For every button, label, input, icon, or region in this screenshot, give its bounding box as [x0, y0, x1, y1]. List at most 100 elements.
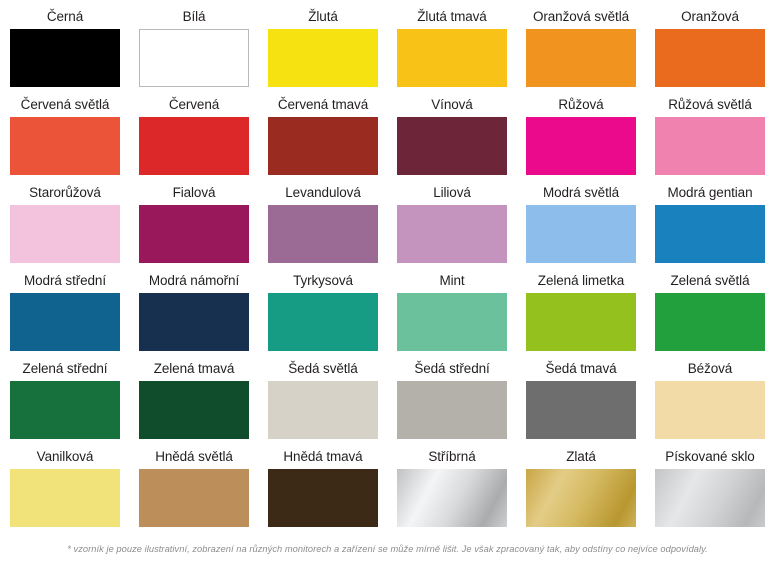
swatch-cell[interactable]: Modrá světlá	[526, 181, 636, 269]
swatch-label: Béžová	[687, 361, 733, 376]
swatch-cell[interactable]: Žlutá	[268, 5, 378, 93]
swatch-chip[interactable]	[139, 293, 249, 351]
swatch-chip[interactable]	[139, 117, 249, 175]
swatch-cell[interactable]: Šedá světlá	[268, 357, 378, 445]
swatch-cell[interactable]: Tyrkysová	[268, 269, 378, 357]
swatch-label: Růžová	[558, 97, 604, 112]
swatch-chip[interactable]	[526, 205, 636, 263]
swatch-cell[interactable]: Fialová	[139, 181, 249, 269]
swatch-chip[interactable]	[268, 205, 378, 263]
swatch-label: Tyrkysová	[293, 273, 353, 288]
swatch-chip[interactable]	[397, 205, 507, 263]
swatch-label: Šedá světlá	[288, 361, 358, 376]
swatch-chip[interactable]	[655, 29, 765, 87]
swatch-cell[interactable]: Hnědá světlá	[139, 445, 249, 533]
swatch-chip[interactable]	[268, 381, 378, 439]
swatch-label: Modrá gentian	[667, 185, 753, 200]
swatch-cell[interactable]: Modrá námořní	[139, 269, 249, 357]
swatch-label: Červená	[168, 97, 220, 112]
swatch-label: Modrá střední	[24, 273, 106, 288]
swatch-cell[interactable]: Růžová	[526, 93, 636, 181]
swatch-chip[interactable]	[397, 381, 507, 439]
swatch-label: Hnědá světlá	[155, 449, 233, 464]
swatch-cell[interactable]: Starorůžová	[10, 181, 120, 269]
swatch-chip[interactable]	[139, 29, 249, 87]
swatch-label: Modrá námořní	[148, 273, 240, 288]
swatch-chip[interactable]	[526, 293, 636, 351]
swatch-chip[interactable]	[10, 469, 120, 527]
swatch-label: Zelená tmavá	[153, 361, 235, 376]
swatch-cell[interactable]: Šedá tmavá	[526, 357, 636, 445]
swatch-cell[interactable]: Zelená tmavá	[139, 357, 249, 445]
swatch-grid: Černá Bílá Žlutá Žlutá tmavá Oranžová světlá…	[10, 5, 765, 533]
swatch-label: Hnědá tmavá	[283, 449, 363, 464]
swatch-chip[interactable]	[10, 205, 120, 263]
swatch-chip[interactable]	[397, 469, 507, 527]
swatch-chip[interactable]	[655, 293, 765, 351]
swatch-cell[interactable]: Zelená světlá	[655, 269, 765, 357]
swatch-label: Žlutá	[308, 9, 338, 24]
swatch-chip[interactable]	[655, 381, 765, 439]
swatch-cell[interactable]: Hnědá tmavá	[268, 445, 378, 533]
swatch-label: Šedá střední	[414, 361, 490, 376]
swatch-chip[interactable]	[655, 117, 765, 175]
swatch-label: Červená tmavá	[277, 97, 369, 112]
swatch-chip[interactable]	[268, 29, 378, 87]
swatch-chip[interactable]	[268, 293, 378, 351]
swatch-chip[interactable]	[268, 117, 378, 175]
swatch-cell[interactable]: Šedá střední	[397, 357, 507, 445]
swatch-chip[interactable]	[139, 381, 249, 439]
swatch-chip[interactable]	[268, 469, 378, 527]
swatch-chip[interactable]	[10, 293, 120, 351]
swatch-cell[interactable]: Levandulová	[268, 181, 378, 269]
swatch-chip[interactable]	[10, 117, 120, 175]
swatch-cell[interactable]: Liliová	[397, 181, 507, 269]
swatch-cell[interactable]: Mint	[397, 269, 507, 357]
swatch-cell[interactable]: Růžová světlá	[655, 93, 765, 181]
swatch-cell[interactable]: Modrá střední	[10, 269, 120, 357]
swatch-chip[interactable]	[397, 29, 507, 87]
swatch-chip[interactable]	[526, 117, 636, 175]
swatch-cell[interactable]: Stříbrná	[397, 445, 507, 533]
swatch-label: Červená světlá	[20, 97, 110, 112]
swatch-cell[interactable]: Červená	[139, 93, 249, 181]
swatch-cell[interactable]: Bílá	[139, 5, 249, 93]
swatch-chip[interactable]	[526, 381, 636, 439]
swatch-cell[interactable]: Béžová	[655, 357, 765, 445]
swatch-chip[interactable]	[139, 205, 249, 263]
color-swatch-sheet: Černá Bílá Žlutá Žlutá tmavá Oranžová světlá…	[10, 5, 765, 533]
swatch-label: Pískované sklo	[665, 449, 755, 464]
swatch-label: Modrá světlá	[542, 185, 620, 200]
swatch-chip[interactable]	[655, 205, 765, 263]
swatch-cell[interactable]: Modrá gentian	[655, 181, 765, 269]
swatch-chip[interactable]	[139, 469, 249, 527]
swatch-label: Oranžová	[681, 9, 739, 24]
footnote-text: * vzorník je pouze ilustrativní, zobraze…	[67, 544, 708, 554]
swatch-label: Zlatá	[566, 449, 596, 464]
swatch-label: Černá	[46, 9, 84, 24]
swatch-cell[interactable]: Pískované sklo	[655, 445, 765, 533]
swatch-cell[interactable]: Vanilková	[10, 445, 120, 533]
swatch-label: Růžová světlá	[668, 97, 752, 112]
swatch-label: Fialová	[172, 185, 216, 200]
swatch-cell[interactable]: Oranžová světlá	[526, 5, 636, 93]
swatch-cell[interactable]: Vínová	[397, 93, 507, 181]
swatch-chip[interactable]	[397, 293, 507, 351]
swatch-chip[interactable]	[526, 469, 636, 527]
swatch-cell[interactable]: Žlutá tmavá	[397, 5, 507, 93]
swatch-chip[interactable]	[526, 29, 636, 87]
swatch-chip[interactable]	[397, 117, 507, 175]
swatch-chip[interactable]	[10, 381, 120, 439]
swatch-label: Mint	[439, 273, 465, 288]
swatch-cell[interactable]: Zelená střední	[10, 357, 120, 445]
swatch-chip[interactable]	[655, 469, 765, 527]
swatch-cell[interactable]: Zlatá	[526, 445, 636, 533]
swatch-chip[interactable]	[10, 29, 120, 87]
swatch-cell[interactable]: Červená světlá	[10, 93, 120, 181]
swatch-cell[interactable]: Zelená limetka	[526, 269, 636, 357]
swatch-cell[interactable]: Červená tmavá	[268, 93, 378, 181]
swatch-cell[interactable]: Černá	[10, 5, 120, 93]
swatch-cell[interactable]: Oranžová	[655, 5, 765, 93]
swatch-label: Šedá tmavá	[545, 361, 617, 376]
swatch-label: Bílá	[182, 9, 206, 24]
